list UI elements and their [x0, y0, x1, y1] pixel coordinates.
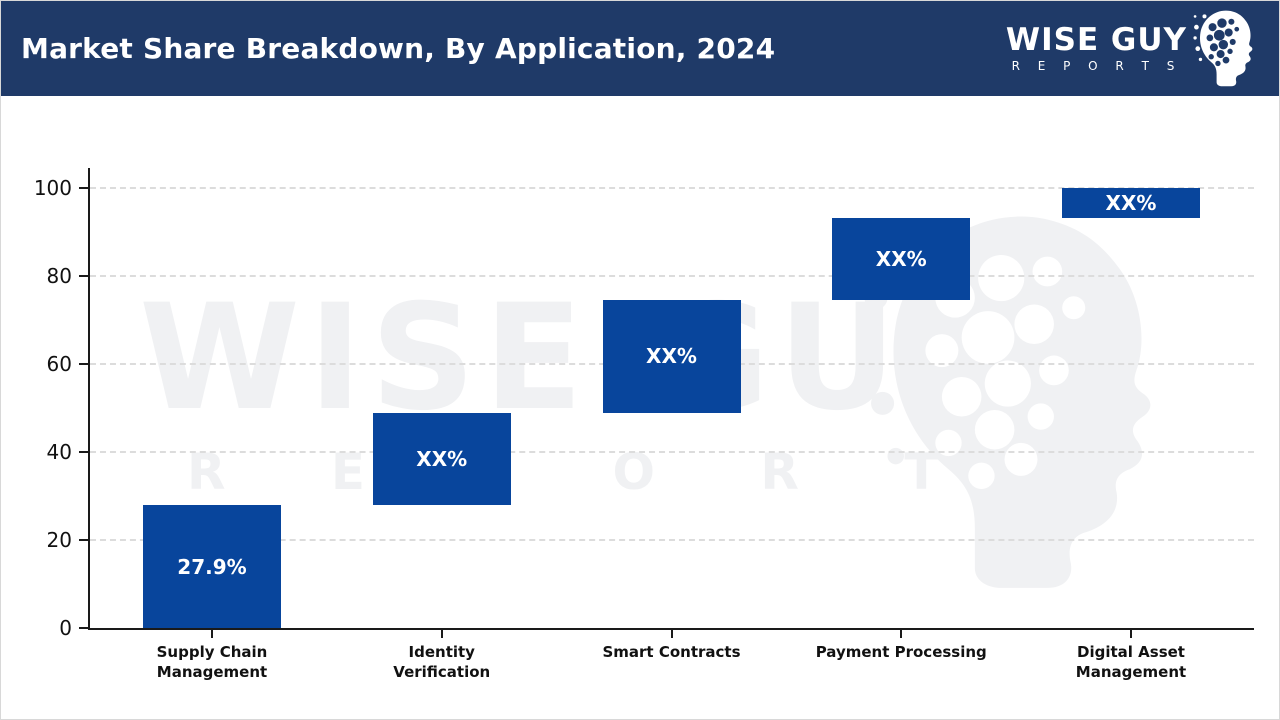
- bar-segment: XX%: [1062, 187, 1200, 218]
- grid-line: [90, 186, 1254, 189]
- y-tick-label: 0: [59, 616, 72, 640]
- x-axis-line: [88, 628, 1254, 630]
- y-tick-mark: [79, 538, 88, 541]
- y-tick-label: 60: [46, 351, 72, 376]
- bar-segment: XX%: [832, 217, 971, 301]
- y-axis-line: [88, 168, 90, 630]
- chart-plot-area: 0 20 40 60 80 100 27.9% Supply Chain Management…: [34, 168, 1254, 681]
- y-tick-mark: [79, 362, 88, 365]
- brand-name: WISE GUY: [1005, 22, 1187, 59]
- category-label: Payment Processing: [815, 643, 987, 661]
- y-tick-label: 40: [46, 439, 72, 464]
- header-bar: Market Share Breakdown, By Application, …: [1, 1, 1279, 96]
- x-tick-mark: [211, 630, 213, 638]
- x-tick-mark: [440, 630, 443, 638]
- x-tick-mark: [670, 630, 673, 638]
- brand-wordmark: WISE GUY R E P O R T S: [1006, 24, 1187, 73]
- y-tick-mark: [79, 450, 88, 453]
- brand-logo: WISE GUY R E P O R T S: [1006, 7, 1263, 91]
- bar-segment: XX%: [372, 412, 511, 506]
- bar-value-label: XX%: [875, 246, 927, 271]
- category-label: Digital Asset Management: [1075, 643, 1187, 682]
- grid-line: [90, 538, 1254, 541]
- bar-segment: XX%: [602, 300, 741, 413]
- y-tick-mark: [79, 274, 88, 277]
- y-tick-mark: [79, 627, 88, 629]
- bar-segment: 27.9%: [143, 505, 281, 628]
- grid-line: [90, 274, 1254, 277]
- y-tick-label: 20: [46, 527, 72, 552]
- y-tick-mark: [79, 186, 88, 189]
- category-label: Identity Verification: [393, 643, 491, 682]
- y-tick-label: 100: [33, 175, 72, 200]
- brand-subtitle: R E P O R T S: [1011, 58, 1182, 73]
- grid-line: [90, 450, 1254, 453]
- head-profile-dots-icon: [1193, 10, 1253, 86]
- page-title: Market Share Breakdown, By Application, …: [21, 32, 776, 65]
- category-label: Supply Chain Management: [156, 643, 268, 682]
- category-label: Smart Contracts: [602, 643, 741, 661]
- bar-value-label: 27.9%: [177, 554, 247, 579]
- x-tick-mark: [900, 630, 903, 638]
- y-tick-label: 80: [46, 263, 72, 288]
- x-tick-mark: [1130, 630, 1132, 638]
- bar-value-label: XX%: [646, 344, 697, 369]
- bar-value-label: XX%: [416, 446, 468, 471]
- bar-value-label: XX%: [1105, 190, 1157, 215]
